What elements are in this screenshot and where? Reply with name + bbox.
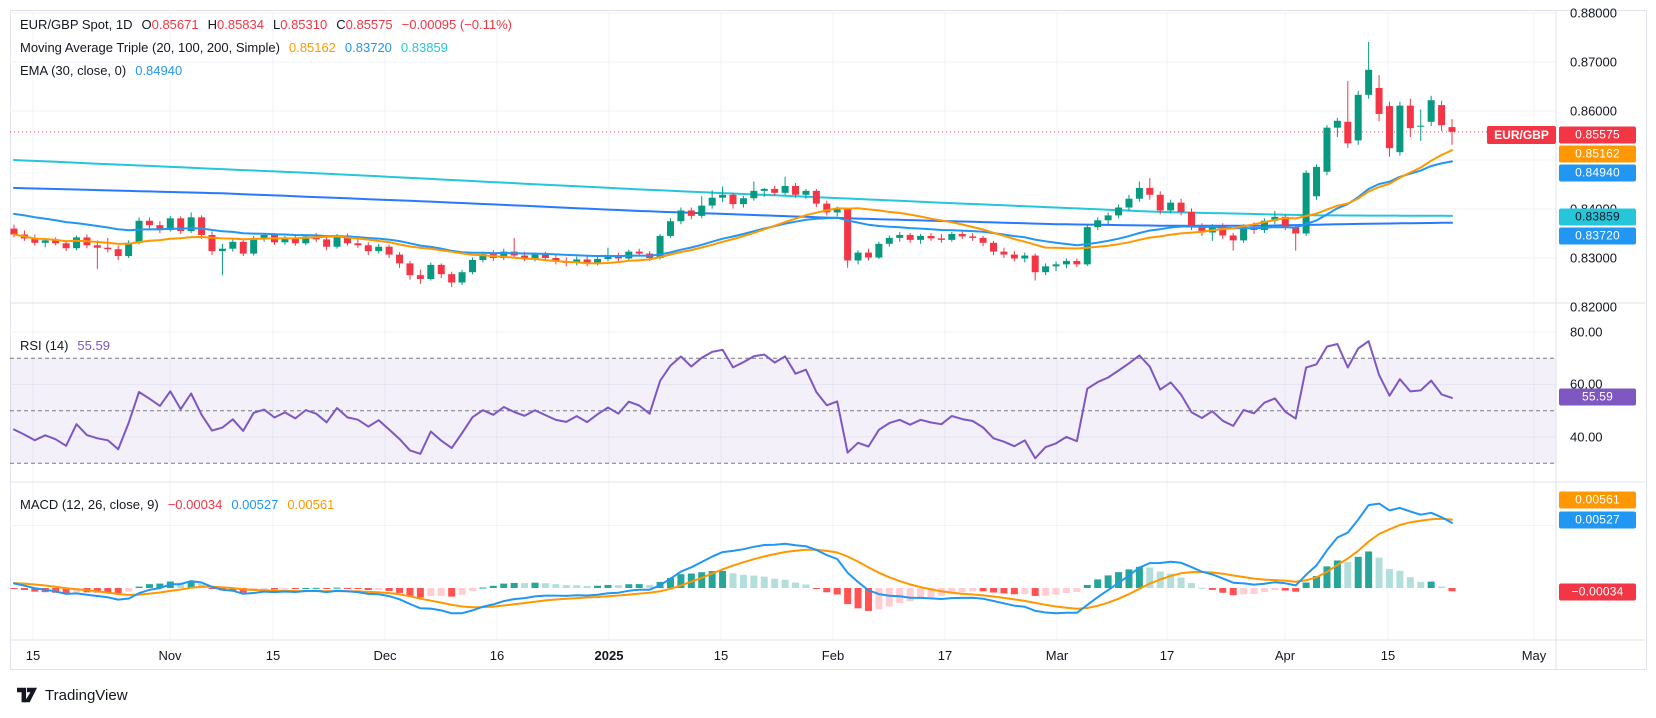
rsi-title: RSI (14) — [20, 338, 69, 353]
rsi-axis-label: 80.00 — [1570, 324, 1603, 340]
rsi-legend-row[interactable]: RSI (14) 55.59 — [20, 338, 110, 354]
time-axis-label: 2025 — [594, 648, 624, 663]
macd-title: MACD (12, 26, close, 9) — [20, 497, 159, 512]
time-axis-label: Dec — [373, 648, 397, 663]
time-axis-label: 15 — [713, 648, 729, 663]
macd-signal-value: 0.00561 — [287, 497, 335, 512]
macd-badge: 0.00527 — [1559, 511, 1636, 529]
rsi-value: 55.59 — [77, 338, 110, 353]
time-axis-label: 15 — [265, 648, 281, 663]
ema-title: EMA (30, close, 0) — [20, 63, 127, 78]
ohlc-close: C0.85575 — [336, 17, 393, 32]
macd-hist-value: −0.00034 — [167, 497, 223, 512]
chart-widget — [10, 10, 1647, 670]
price-badge: 0.85575 — [1559, 126, 1636, 144]
symbol-legend-row[interactable]: EUR/GBP Spot, 1D O0.85671 H0.85834 L0.85… — [20, 17, 512, 33]
price-badge: 0.83859 — [1559, 208, 1636, 226]
time-axis-label: 17 — [1159, 648, 1175, 663]
time-axis-label: Nov — [158, 648, 182, 663]
sma20-value: 0.85162 — [288, 40, 336, 55]
rsi-axis-label: 40.00 — [1570, 429, 1603, 445]
price-badge: 0.84940 — [1559, 164, 1636, 182]
time-axis-label: 16 — [489, 648, 505, 663]
time-axis-label: Feb — [821, 648, 845, 663]
sma100-value: 0.83720 — [344, 40, 392, 55]
ohlc-high: H0.85834 — [207, 17, 264, 32]
time-axis-label: Apr — [1274, 648, 1296, 663]
price-axis-label: 0.82000 — [1570, 299, 1617, 315]
price-axis-label: 0.88000 — [1570, 5, 1617, 21]
rsi-badge: 55.59 — [1559, 388, 1636, 406]
symbol-title: EUR/GBP Spot, 1D — [20, 17, 133, 32]
ma-triple-legend-row[interactable]: Moving Average Triple (20, 100, 200, Sim… — [20, 40, 448, 56]
price-badge: 0.83720 — [1559, 227, 1636, 245]
rsi-axis-label: 60.00 — [1570, 376, 1603, 392]
macd-legend-row[interactable]: MACD (12, 26, close, 9) −0.00034 0.00527… — [20, 497, 334, 513]
time-axis-label: 17 — [937, 648, 953, 663]
price-change: −0.00095 (−0.11%) — [401, 17, 512, 32]
price-axis-label: 0.83000 — [1570, 250, 1617, 266]
tradingview-logo[interactable]: TradingView — [16, 685, 128, 705]
price-axis-label: 0.86000 — [1570, 103, 1617, 119]
ma-triple-title: Moving Average Triple (20, 100, 200, Sim… — [20, 40, 280, 55]
tradingview-logo-icon — [17, 687, 37, 703]
macd-badge: 0.00561 — [1559, 491, 1636, 509]
macd-badge: −0.00034 — [1559, 583, 1636, 601]
symbol-price-badge: EUR/GBP — [1487, 126, 1556, 144]
ema-value: 0.84940 — [135, 63, 183, 78]
ohlc-open: O0.85671 — [141, 17, 199, 32]
ohlc-low: L0.85310 — [273, 17, 328, 32]
time-axis-label: Mar — [1045, 648, 1069, 663]
time-axis-label: 15 — [25, 648, 41, 663]
macd-line-value: 0.00527 — [231, 497, 279, 512]
tradingview-logo-text: TradingView — [45, 686, 128, 704]
sma200-value: 0.83859 — [400, 40, 448, 55]
ema-legend-row[interactable]: EMA (30, close, 0) 0.84940 — [20, 63, 182, 79]
time-axis-label: May — [1521, 648, 1547, 663]
price-axis-label: 0.87000 — [1570, 54, 1617, 70]
price-badge: 0.85162 — [1559, 145, 1636, 163]
time-axis-label: 15 — [1380, 648, 1396, 663]
